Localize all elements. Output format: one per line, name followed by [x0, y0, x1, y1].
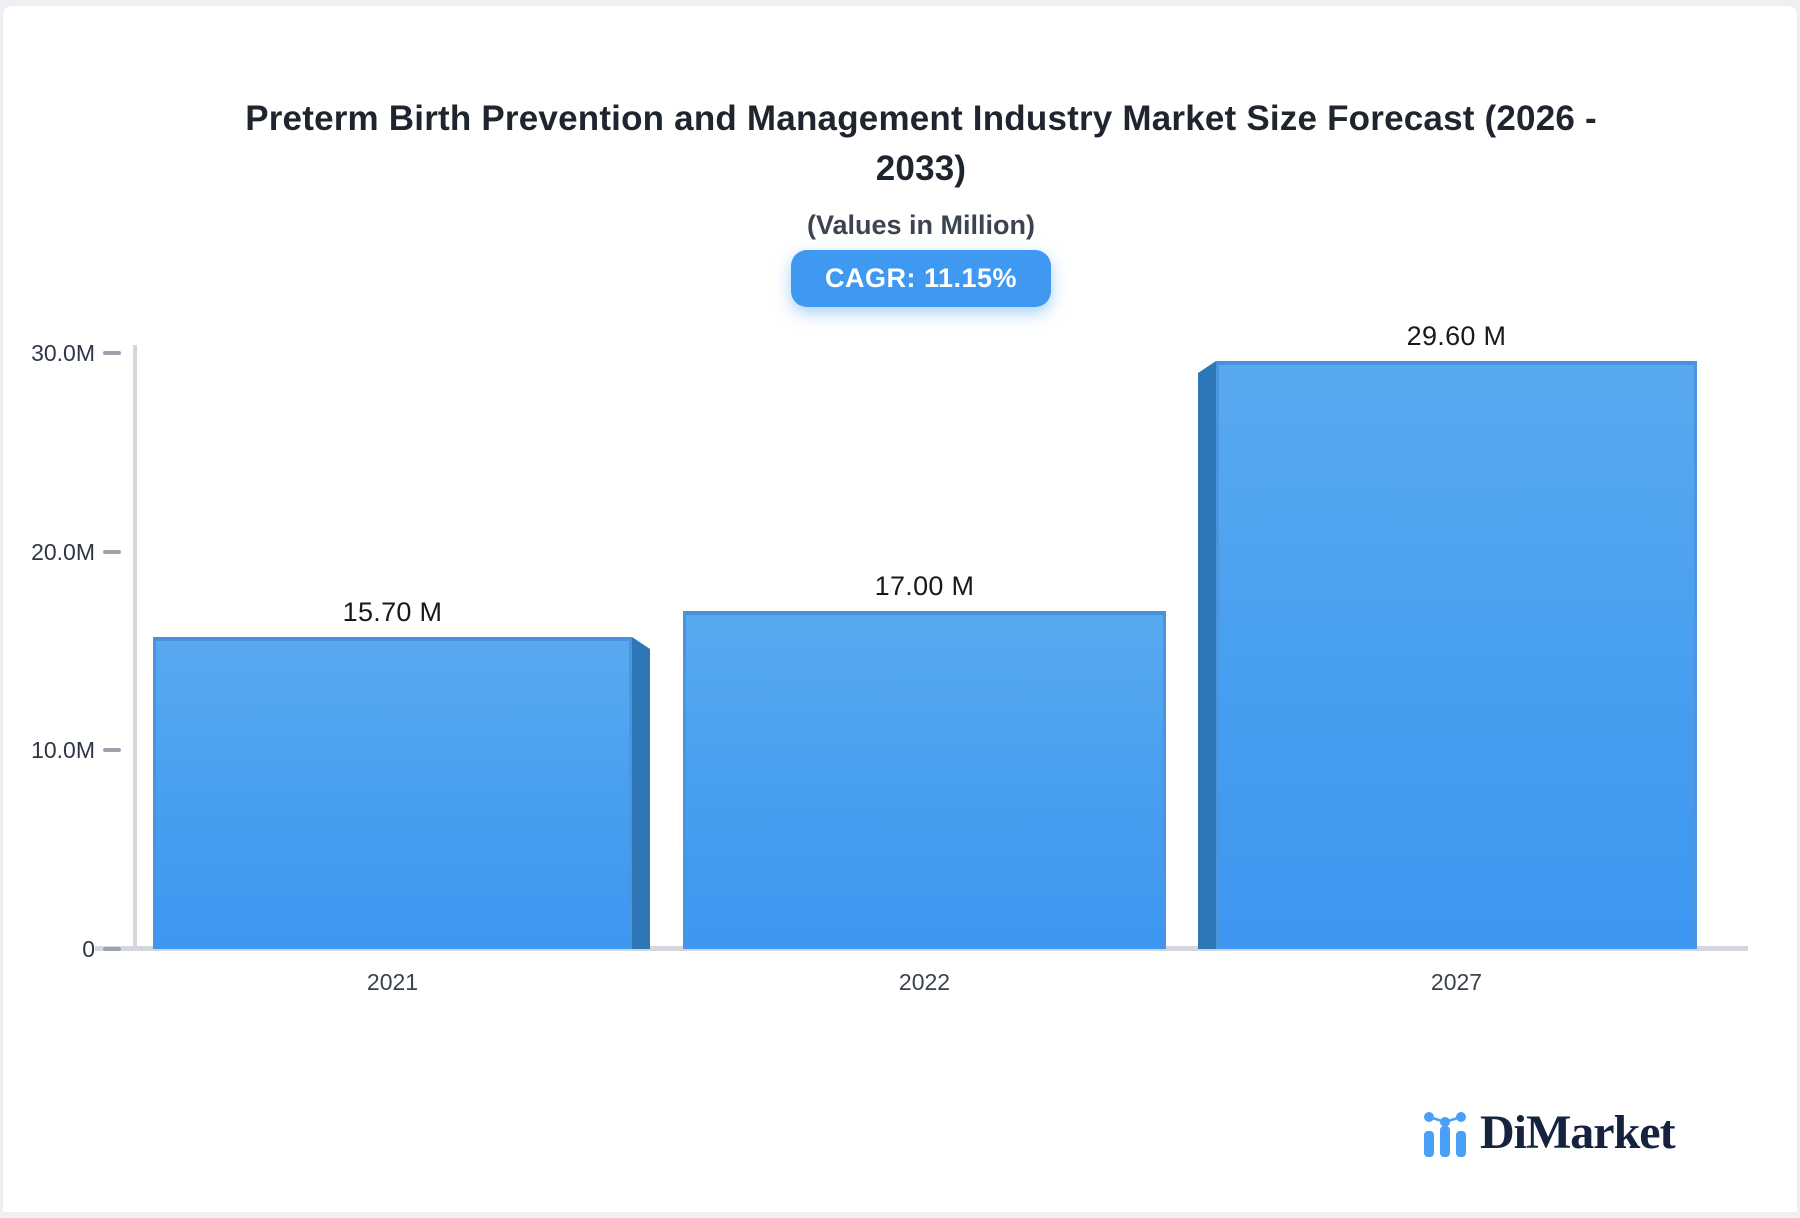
- y-tick-dash: [103, 350, 121, 355]
- brand-logo: DiMarket: [1423, 1099, 1676, 1159]
- y-tick-label: 20.0M: [31, 538, 95, 565]
- x-axis-label-2022: 2022: [898, 969, 951, 995]
- dimarket-logo-text: DiMarket: [1480, 1106, 1676, 1159]
- chart-card: Preterm Birth Prevention and Management …: [2, 5, 1798, 1212]
- y-tick-label: 0: [82, 936, 95, 962]
- plot-area: 0 10.0M 20.0M 30.0M 15.70 M 2021 17.00 M 2022 2…: [3, 6, 1800, 1218]
- bar-value-label: 29.60 M: [1406, 321, 1507, 351]
- bar-value-label: 15.70 M: [342, 597, 443, 627]
- chart-subtitle: (Values in Million): [806, 210, 1036, 240]
- bar-line-chart-icon: [1424, 1112, 1466, 1157]
- cagr-badge: CAGR: 11.15%: [790, 250, 1052, 307]
- bar-3d-side-2027: [1198, 361, 1216, 949]
- bar-2027[interactable]: [1216, 361, 1697, 949]
- bar-value-label: 17.00 M: [874, 571, 975, 601]
- bar-2021[interactable]: [153, 637, 632, 949]
- x-axis-label-2021: 2021: [366, 969, 419, 995]
- chart-header: Preterm Birth Prevention and Management …: [103, 94, 1739, 307]
- bar-2022[interactable]: [683, 611, 1166, 949]
- y-tick-dash: [103, 748, 121, 753]
- chart-title-line2: 2033): [875, 149, 967, 188]
- bar-3d-side-2021: [632, 637, 650, 949]
- chart-title: Preterm Birth Prevention and Management …: [103, 94, 1739, 194]
- x-axis-label-2027: 2027: [1430, 969, 1483, 995]
- y-tick-dash: [103, 549, 121, 554]
- y-tick-label: 30.0M: [31, 339, 95, 366]
- y-tick-dash: [103, 947, 121, 951]
- y-tick-label: 10.0M: [31, 737, 95, 764]
- y-axis-line: [133, 345, 137, 951]
- chart-title-line1: Preterm Birth Prevention and Management …: [245, 99, 1597, 138]
